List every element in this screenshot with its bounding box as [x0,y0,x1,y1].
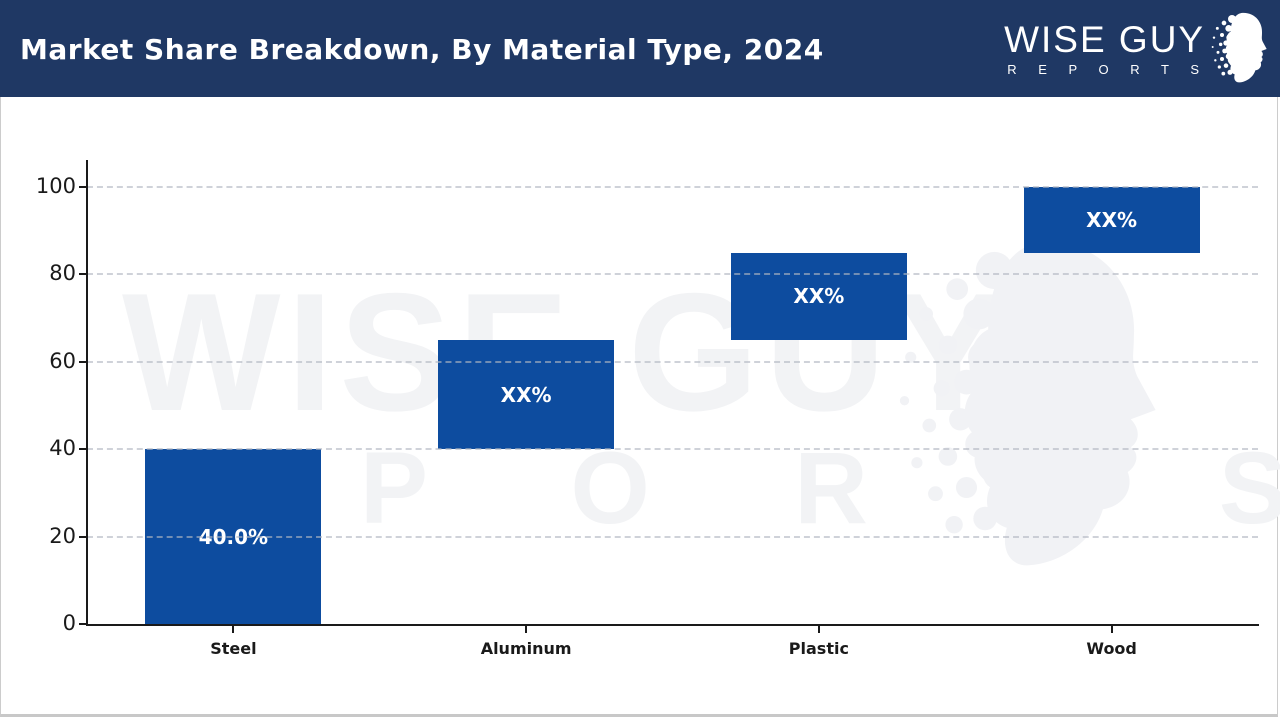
x-axis-category-label: Steel [210,639,257,658]
x-axis-tick-mark [1110,626,1113,633]
chart-title: Market Share Breakdown, By Material Type… [20,33,824,66]
y-axis-tick-label: 100 [35,174,76,198]
y-axis-tick-label: 60 [49,348,76,373]
x-axis-tick-mark [525,626,528,633]
y-axis-line [86,160,88,626]
bar-value-label: XX% [500,382,552,407]
y-gridline [87,360,1258,363]
y-axis-tick-mark [79,535,87,538]
x-axis-tick-mark [817,626,820,633]
logo-wordmark: WISE GUY [1004,19,1206,60]
y-axis-tick-label: 80 [49,261,76,286]
bar-plastic: XX% [730,252,907,340]
y-axis-tick-mark [79,623,87,625]
dotted-head-logo-icon [1202,9,1270,89]
logo-subtitle: R E P O R T S [1007,62,1208,77]
bar-wood: XX% [1023,187,1200,253]
x-axis-category-label: Wood [1086,639,1137,658]
logo-text: WISE GUY R E P O R T S [1001,19,1208,78]
bar-value-label: XX% [793,284,845,309]
header-bar: Market Share Breakdown, By Material Type… [0,0,1280,97]
y-axis-tick-label: 40 [49,436,76,461]
x-axis-category-label: Aluminum [480,639,572,658]
y-gridline [87,448,1258,451]
y-axis-tick-label: 20 [49,523,76,548]
bar-value-label: XX% [1086,207,1138,232]
y-gridline [87,535,1258,538]
x-axis-line [86,624,1259,626]
x-axis-category-label: Plastic [788,639,849,658]
y-gridline [87,273,1258,276]
y-axis-tick-mark [79,273,87,276]
x-axis-tick-mark [232,626,235,633]
y-axis-tick-mark [79,186,87,188]
wise-guy-logo: WISE GUY R E P O R T S [1001,8,1270,90]
bar-aluminum: XX% [438,339,615,450]
y-axis-tick-mark [79,360,87,363]
y-gridline [87,186,1258,188]
y-axis-tick-mark [79,448,87,451]
y-axis-tick-label: 0 [62,611,76,635]
